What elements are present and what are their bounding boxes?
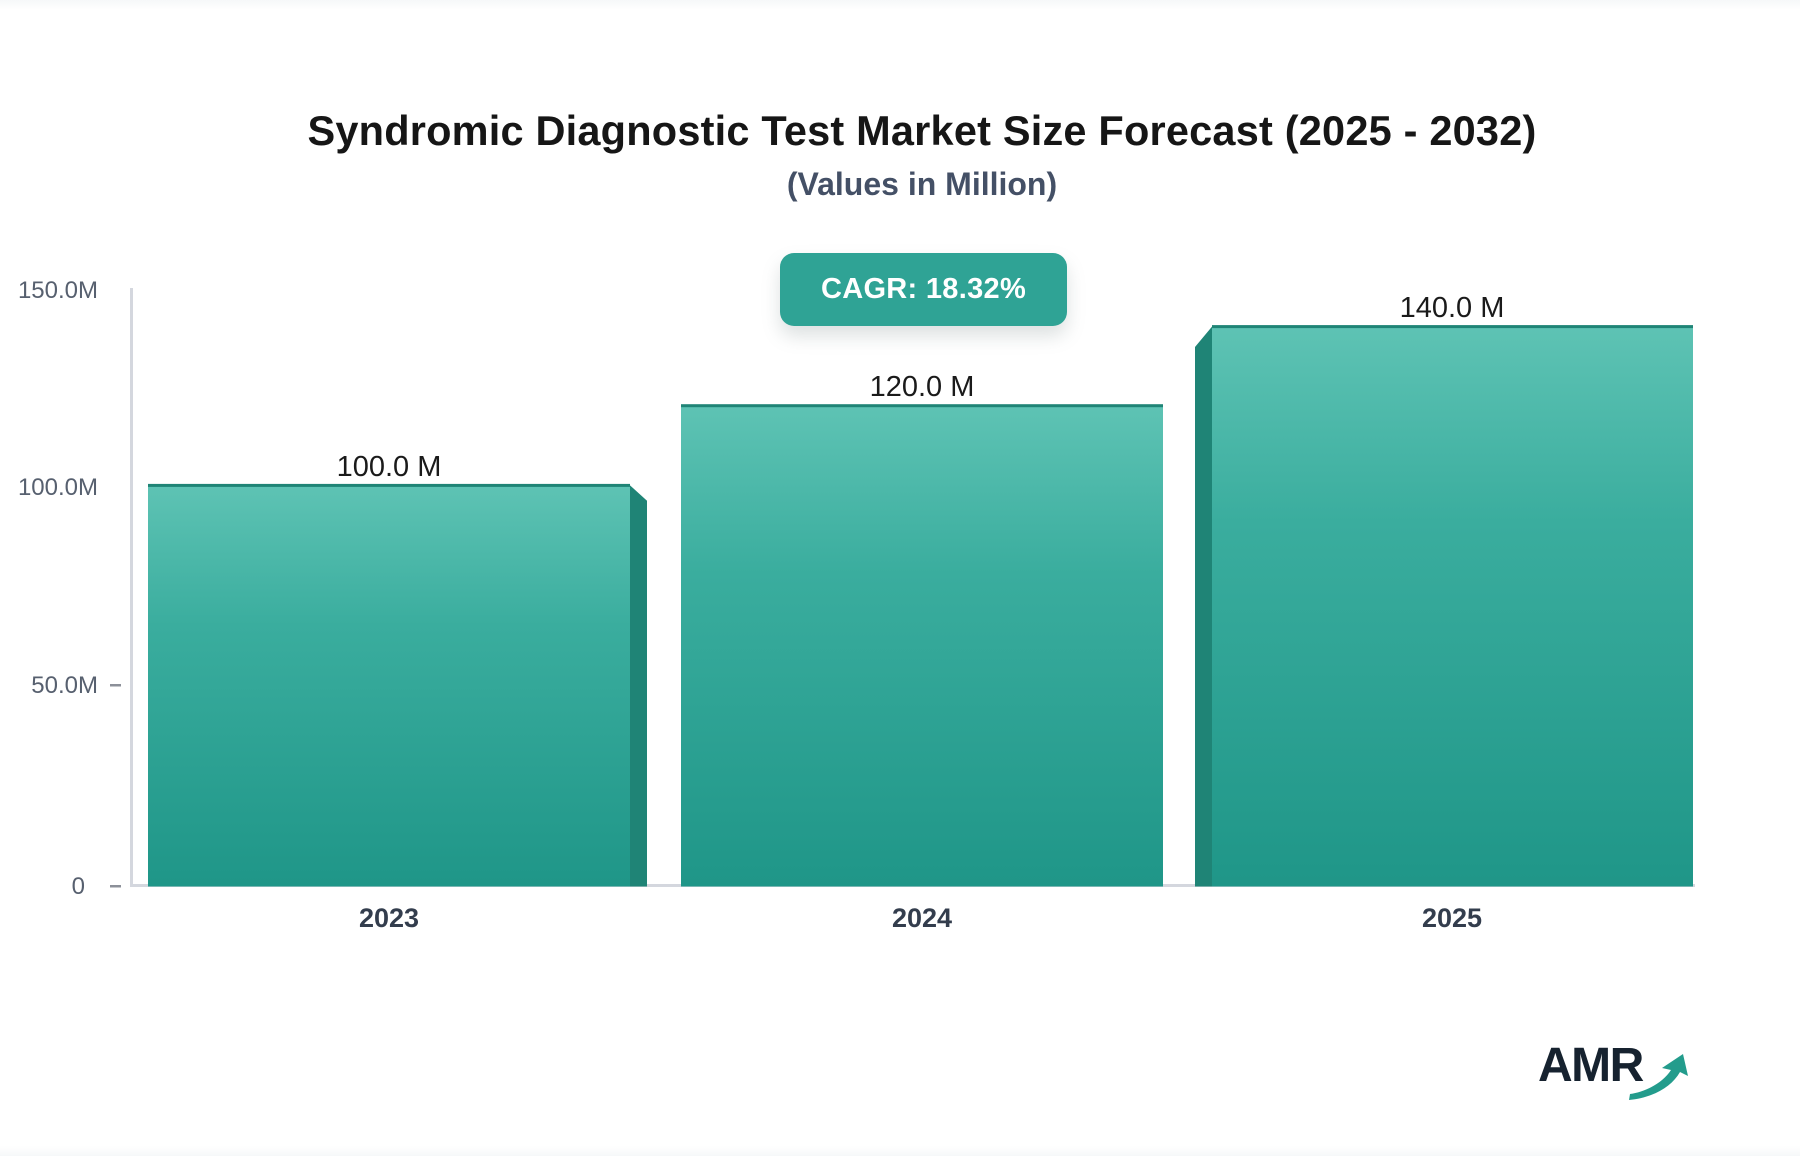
svg-text:140.0 M: 140.0 M — [1400, 292, 1505, 324]
svg-text:50.0M: 50.0M — [31, 672, 98, 699]
svg-text:2024: 2024 — [892, 903, 952, 933]
svg-text:0: 0 — [72, 873, 85, 900]
svg-text:150.0M: 150.0M — [18, 277, 98, 304]
svg-text:AMR: AMR — [1538, 1039, 1644, 1092]
svg-text:100.0 M: 100.0 M — [337, 451, 442, 483]
svg-text:120.0 M: 120.0 M — [870, 371, 975, 403]
svg-text:2025: 2025 — [1422, 903, 1482, 933]
svg-text:100.0M: 100.0M — [18, 474, 98, 501]
svg-text:2023: 2023 — [359, 903, 419, 933]
